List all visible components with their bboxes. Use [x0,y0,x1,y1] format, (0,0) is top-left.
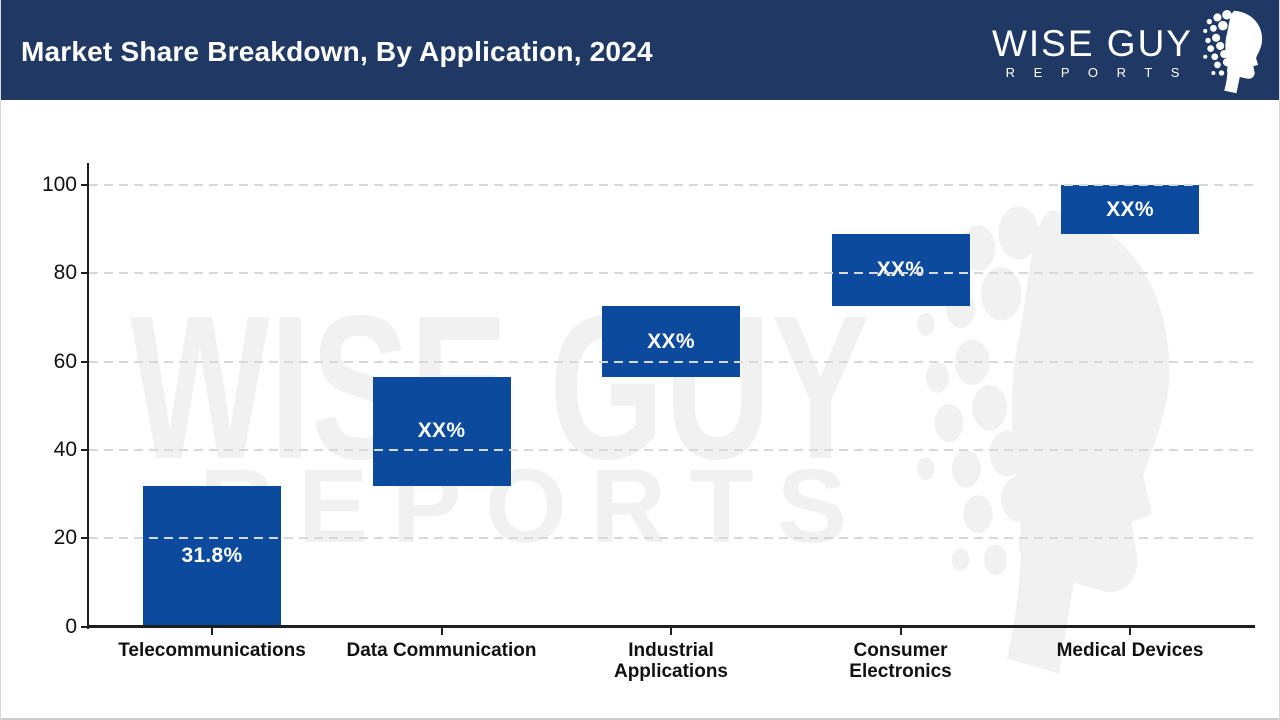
y-tick-mark [81,537,89,540]
page-title: Market Share Breakdown, By Application, … [21,36,653,67]
y-tick-label: 40 [53,437,77,461]
x-category-label: Telecommunications [118,640,306,661]
y-tick-mark [81,625,89,628]
wise-guy-reports-logo: WISE GUY R E P O R T S [992,8,1267,96]
x-tick-mark [670,627,672,635]
y-tick-mark [81,184,89,186]
logo-text: WISE GUY R E P O R T S [991,22,1193,81]
y-tick-label: 100 [41,173,77,196]
gridline [89,448,1255,451]
x-category-label: Industrial Applications [613,640,728,682]
y-axis-spine [87,163,89,629]
x-tick-mark [1129,627,1131,635]
bar-value-label: XX% [876,258,925,282]
x-tick-mark [899,627,902,635]
x-tick-mark [440,627,443,635]
y-tick-mark [81,272,89,275]
y-tick-label: 0 [65,614,77,638]
bar-segment: XX% [602,306,740,377]
bar-value-label: XX% [647,329,695,353]
y-tick-mark [81,360,89,363]
y-tick-label: 20 [53,526,77,550]
x-axis-spine [87,625,1255,628]
bar-segment: 31.8% [143,486,281,627]
y-tick-label: 80 [53,261,77,285]
y-tick-label: 60 [53,349,77,373]
bar-value-label: XX% [1106,197,1154,221]
watermark-face [917,206,1170,674]
bar-segment: XX% [1061,185,1199,234]
logo-wordmark: WISE GUY [991,22,1193,64]
x-category-label: Medical Devices [1056,640,1204,661]
bar-value-label: 31.8% [181,544,243,568]
gridline [89,272,1255,275]
bar-value-label: XX% [417,419,466,443]
header-bar: Market Share Breakdown, By Application, … [1,0,1279,100]
x-category-label: Consumer Electronics [849,640,952,682]
logo-subtitle: R E P O R T S [1005,64,1187,80]
bar-segment: XX% [831,234,970,307]
x-tick-mark [211,627,213,635]
x-category-label: Data Communication [346,640,537,661]
bar-segment: XX% [372,376,511,487]
gridline [89,537,1255,540]
gridline [89,184,1255,186]
gridline [89,360,1255,363]
footer-rule [1,718,1279,720]
wiseguy-face-icon [1203,10,1263,94]
y-tick-mark [81,448,89,451]
